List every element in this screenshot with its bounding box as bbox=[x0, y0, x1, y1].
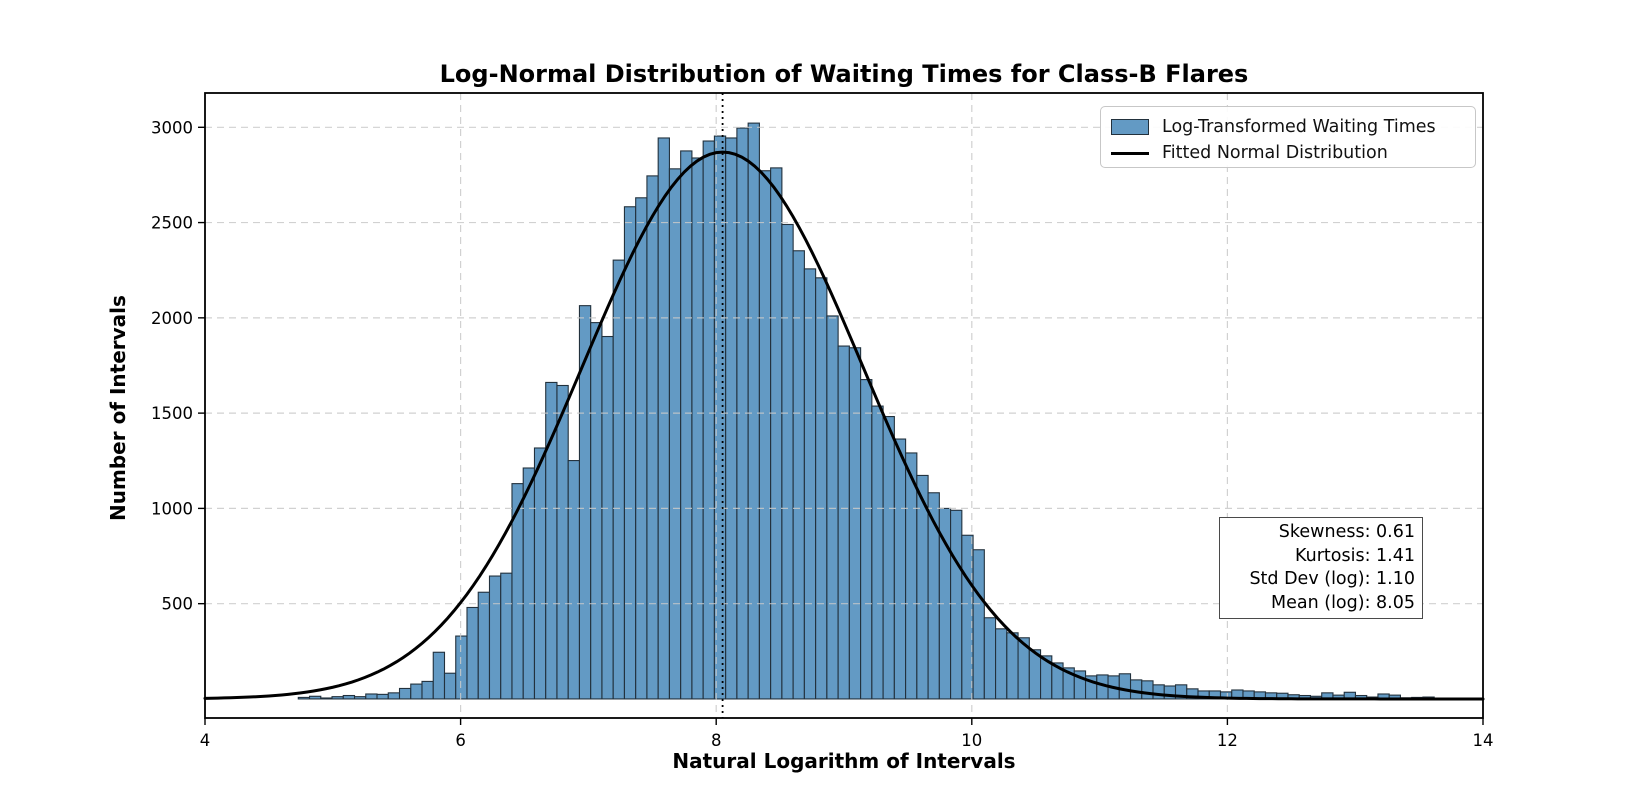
legend-label-fit: Fitted Normal Distribution bbox=[1162, 143, 1388, 163]
histogram-bar bbox=[612, 259, 625, 700]
histogram-swatch-icon bbox=[1111, 119, 1149, 135]
histogram-bar bbox=[500, 572, 513, 700]
stat-skewness: Skewness: 0.61 bbox=[1278, 522, 1415, 542]
y-tick-label: 3000 bbox=[151, 118, 193, 137]
histogram-bar bbox=[522, 467, 536, 700]
histogram-bar bbox=[308, 695, 322, 700]
histogram-bar bbox=[950, 509, 963, 700]
histogram-bar bbox=[848, 347, 862, 700]
stat-mean: Mean (log): 8.05 bbox=[1271, 592, 1415, 613]
histogram-bar bbox=[680, 150, 693, 700]
line-swatch-icon bbox=[1111, 151, 1149, 155]
histogram-bar bbox=[601, 335, 614, 700]
legend-item: Fitted Normal Distribution bbox=[1111, 140, 1465, 166]
x-tick-label: 10 bbox=[961, 731, 982, 750]
histogram-bar bbox=[983, 617, 997, 700]
y-axis-label: Number of Intervals bbox=[106, 295, 130, 521]
histogram-bar bbox=[421, 680, 434, 700]
plot-border bbox=[204, 92, 1484, 719]
stat-kurtosis: Kurtosis: 1.41 bbox=[1295, 545, 1415, 566]
y-tick-label: 1500 bbox=[151, 404, 193, 423]
y-tick-label: 500 bbox=[162, 595, 194, 614]
histogram-bar bbox=[1141, 680, 1154, 700]
histogram-bar bbox=[1006, 632, 1019, 700]
histogram-bar bbox=[410, 683, 423, 700]
histogram-bar bbox=[297, 696, 311, 700]
stat-std-dev: Std Dev (log): 1.10 bbox=[1249, 569, 1415, 589]
legend-label-histogram: Log-Transformed Waiting Times bbox=[1162, 117, 1436, 137]
histogram-bar bbox=[758, 170, 772, 700]
y-tick-label: 2500 bbox=[151, 214, 193, 233]
histogram-bar bbox=[893, 438, 907, 700]
tick-labels: 4 6 8 10 12 14 500 1000 1500 2000 2500 3000 bbox=[151, 118, 1494, 750]
histogram-bar bbox=[556, 384, 569, 700]
histogram-bar bbox=[882, 415, 895, 700]
histogram-bar bbox=[466, 606, 479, 700]
x-tick-label: 6 bbox=[455, 731, 466, 750]
x-tick-label: 8 bbox=[711, 731, 722, 750]
histogram-bar bbox=[578, 305, 592, 700]
histogram-bar bbox=[691, 157, 704, 700]
histogram-bar bbox=[1129, 679, 1143, 700]
histogram-bar bbox=[860, 379, 873, 700]
histogram-bar bbox=[432, 651, 446, 700]
histogram-bar bbox=[331, 696, 344, 700]
histogram-bar bbox=[342, 694, 356, 700]
histogram-bar bbox=[815, 277, 828, 700]
x-axis-label: Natural Logarithm of Intervals bbox=[672, 749, 1016, 773]
chart-title: Log-Normal Distribution of Waiting Times… bbox=[439, 60, 1249, 88]
legend-item: Log-Transformed Waiting Times bbox=[1111, 114, 1465, 140]
histogram-bar bbox=[646, 175, 659, 700]
histogram-bar bbox=[623, 206, 637, 700]
histogram-bar bbox=[1152, 684, 1165, 700]
histogram-bar bbox=[353, 696, 367, 700]
histogram-bar bbox=[488, 575, 502, 700]
histogram-bar bbox=[365, 693, 378, 700]
histogram-bar bbox=[443, 672, 457, 700]
histogram-bar bbox=[826, 315, 839, 700]
plot-frame bbox=[204, 92, 1484, 719]
x-tick-label: 4 bbox=[200, 731, 211, 750]
histogram-bar bbox=[803, 268, 817, 700]
histogram-bar bbox=[995, 628, 1008, 700]
histogram-bars bbox=[297, 122, 1435, 700]
histogram-bar bbox=[635, 197, 648, 700]
histogram-bar bbox=[533, 447, 547, 700]
axis-ticks bbox=[198, 126, 1484, 725]
histogram-bar bbox=[398, 687, 412, 700]
histogram-bar bbox=[376, 693, 389, 700]
histogram-bar bbox=[871, 405, 884, 700]
histogram-bar bbox=[320, 697, 333, 700]
histogram-bar bbox=[781, 223, 794, 700]
histogram-bar bbox=[747, 122, 760, 700]
histogram-bar bbox=[972, 549, 985, 700]
histogram-bar bbox=[1118, 673, 1132, 700]
fit-curve bbox=[203, 150, 1485, 701]
histogram-bar bbox=[770, 167, 783, 700]
histogram-bar bbox=[837, 345, 850, 700]
histogram-bar bbox=[477, 591, 491, 700]
histogram-bar bbox=[702, 140, 715, 700]
histogram-bar bbox=[567, 460, 581, 700]
stats-box: Skewness: 0.61 Kurtosis: 1.41 Std Dev (l… bbox=[1219, 517, 1423, 619]
legend: Log-Transformed Waiting Times Fitted Nor… bbox=[1100, 106, 1476, 168]
histogram-bar bbox=[590, 322, 603, 700]
fit-curve-line bbox=[203, 150, 1485, 701]
histogram-bar bbox=[387, 692, 401, 700]
x-tick-label: 12 bbox=[1217, 731, 1238, 750]
histogram-bar bbox=[905, 452, 918, 700]
histogram-bar bbox=[455, 635, 468, 700]
y-tick-label: 1000 bbox=[151, 499, 193, 518]
y-tick-label: 2000 bbox=[151, 309, 193, 328]
histogram-bar bbox=[668, 168, 682, 700]
x-tick-label: 14 bbox=[1473, 731, 1494, 750]
